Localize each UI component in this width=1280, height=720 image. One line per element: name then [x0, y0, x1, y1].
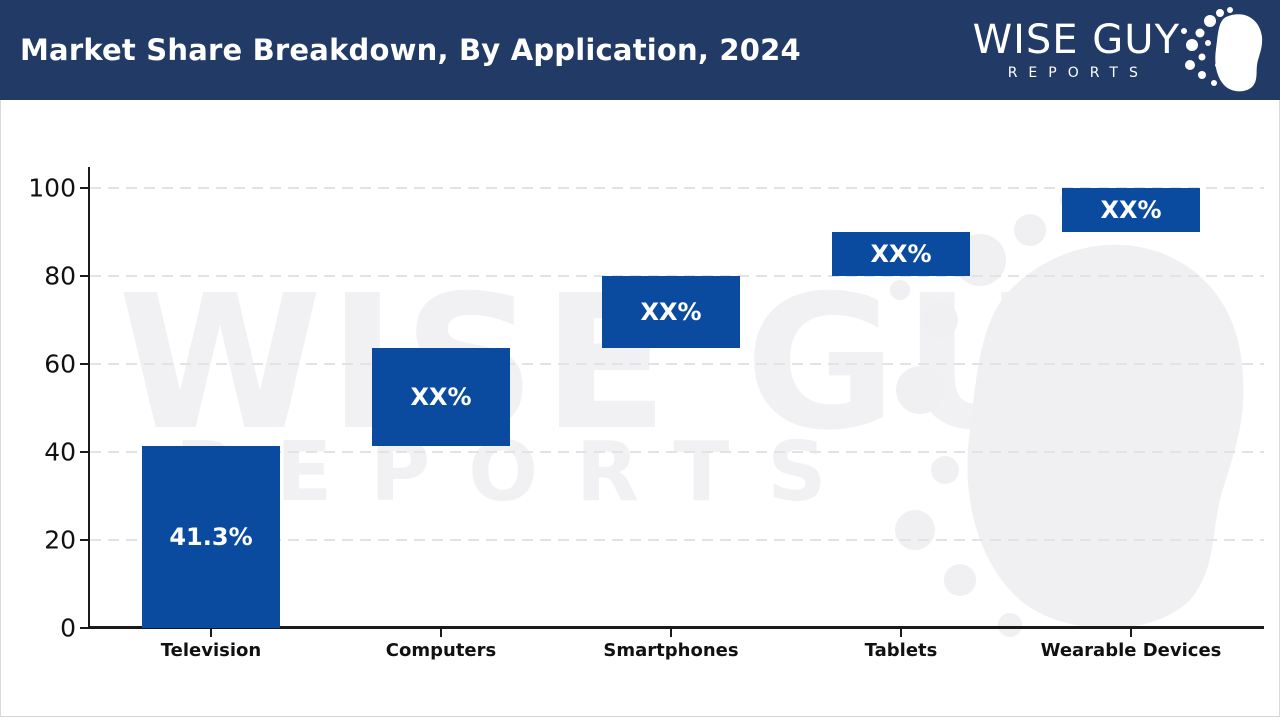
y-tick-mark-100 — [80, 187, 88, 189]
x-tick-mark-1 — [210, 629, 212, 637]
x-category-label-television: Television — [160, 640, 262, 661]
bar-value-label: XX% — [410, 383, 472, 412]
gridline-y-60 — [90, 363, 1264, 365]
y-tick-label-40: 40 — [44, 437, 76, 467]
y-tick-mark-0 — [80, 627, 88, 629]
bar-value-label: 41.3% — [169, 523, 253, 552]
brand-logo-face-icon — [1181, 7, 1263, 92]
y-tick-label-100: 100 — [28, 173, 76, 203]
x-category-label-computers: Computers — [385, 640, 497, 661]
page-title: Market Share Breakdown, By Application, … — [20, 33, 801, 67]
y-tick-label-60: 60 — [44, 349, 76, 379]
brand-logo-text: WISE GUY REPORTS — [973, 20, 1180, 80]
x-category-label-smartphones: Smartphones — [603, 640, 739, 661]
bar-computers: XX% — [372, 348, 510, 447]
x-tick-mark-4 — [900, 629, 902, 637]
y-tick-label-20: 20 — [44, 525, 76, 555]
y-tick-label-0: 0 — [60, 613, 76, 643]
bar-value-label: XX% — [1100, 196, 1162, 224]
bottom-rule — [0, 716, 1280, 717]
bar-tablets: XX% — [832, 232, 970, 276]
gridline-y-20 — [90, 539, 1264, 541]
y-tick-mark-60 — [80, 363, 88, 365]
bar-value-label: XX% — [870, 240, 932, 268]
y-axis-spine — [88, 167, 90, 628]
bar-wearable-devices: XX% — [1062, 188, 1200, 232]
x-axis-spine — [88, 626, 1264, 629]
y-tick-mark-40 — [80, 451, 88, 453]
x-category-label-wearable-devices: Wearable Devices — [1040, 640, 1222, 661]
x-tick-mark-5 — [1130, 629, 1132, 637]
x-tick-mark-3 — [670, 629, 672, 637]
header-bar: Market Share Breakdown, By Application, … — [0, 0, 1280, 100]
bar-value-label: XX% — [640, 298, 702, 327]
brand-logo-line2: REPORTS — [1007, 65, 1149, 81]
gridline-y-40 — [90, 451, 1264, 453]
x-category-label-tablets: Tablets — [864, 640, 938, 661]
brand-logo-line1: WISE GUY — [972, 17, 1180, 63]
y-tick-mark-20 — [80, 539, 88, 541]
y-tick-mark-80 — [80, 275, 88, 277]
gridline-y-100 — [90, 187, 1264, 189]
x-tick-mark-2 — [440, 629, 442, 637]
y-tick-label-80: 80 — [44, 261, 76, 291]
bar-television: 41.3% — [142, 446, 280, 628]
brand-logo: WISE GUY REPORTS — [973, 7, 1266, 93]
bar-smartphones: XX% — [602, 276, 740, 349]
